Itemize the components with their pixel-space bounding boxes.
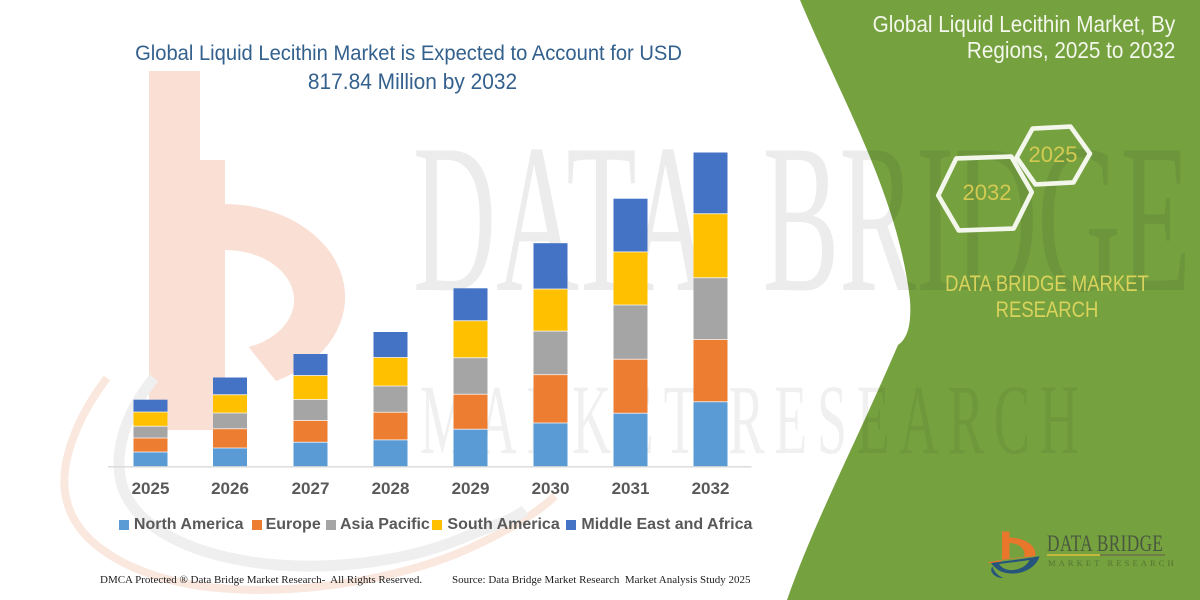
svg-text:2025: 2025 [1029,142,1078,167]
svg-text:2032: 2032 [963,180,1012,205]
